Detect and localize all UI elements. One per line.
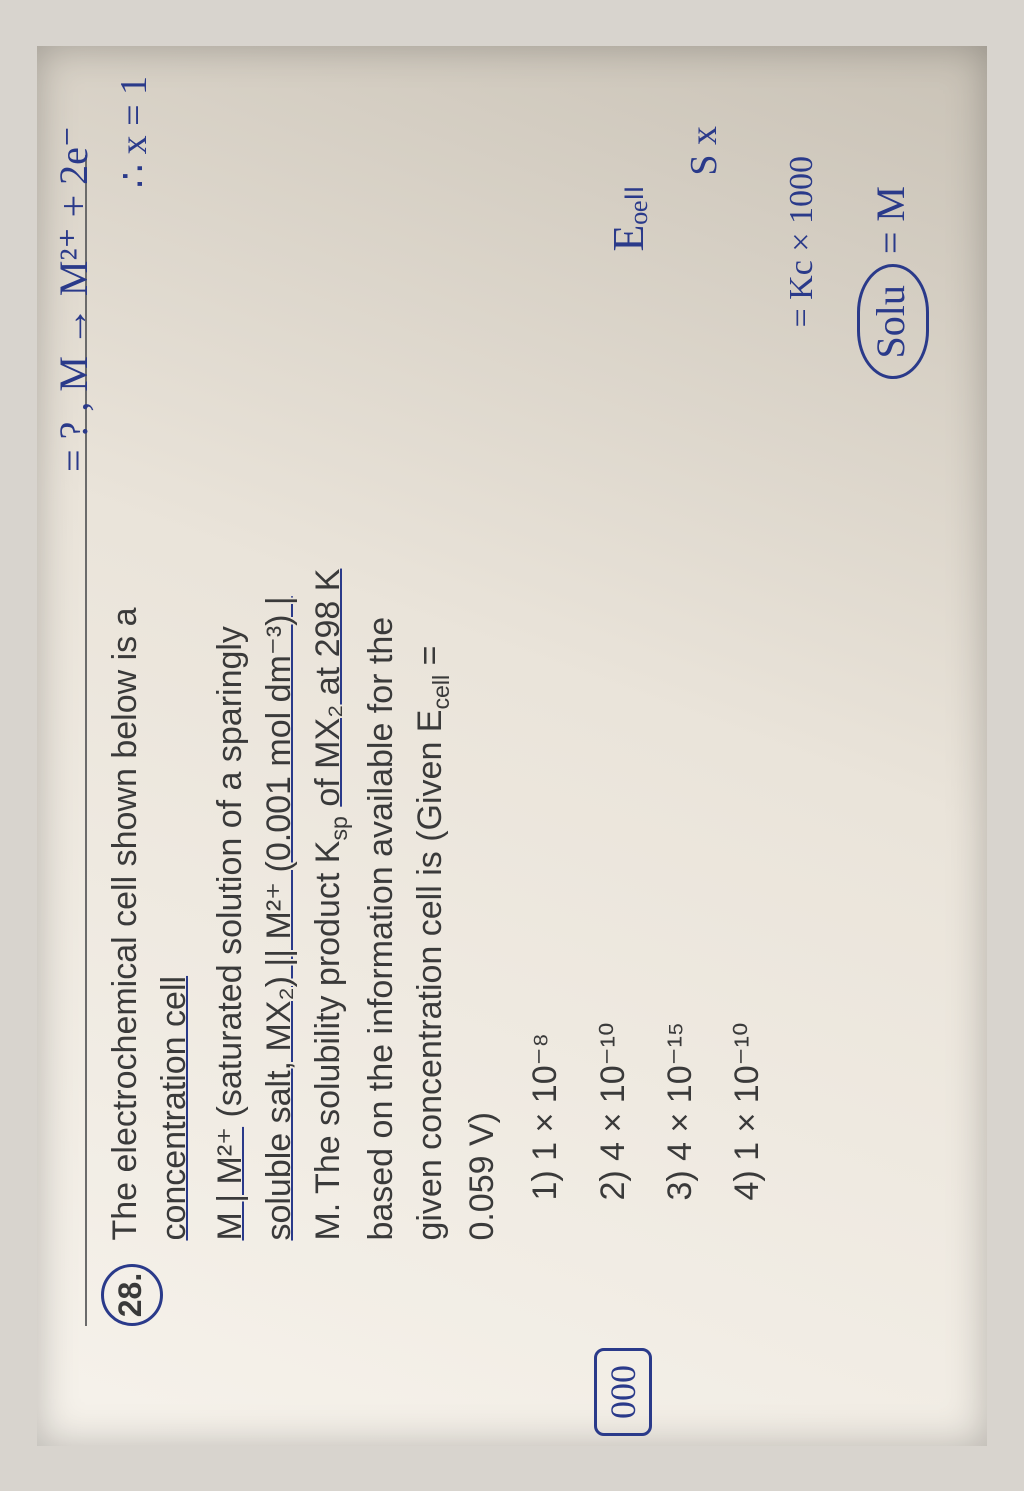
handwriting-top-equation: = ? , M → M²⁺ + 2e⁻ <box>45 126 103 472</box>
question-body: The electrochemical cell shown below is … <box>101 110 791 1240</box>
info-line: based on the information available for t… <box>357 110 406 1240</box>
handwriting-ecell: Eₒₑₗₗ <box>597 186 661 251</box>
question-number: 28. <box>101 1264 163 1326</box>
cell-d2: of MX₂ at 298 K <box>309 568 347 806</box>
handwriting-sx: S x <box>677 126 732 176</box>
handwriting-right-x: ∴ x = 1 <box>107 76 162 188</box>
cell-notation-line-1: M | M²⁺ (saturated solution of a sparing… <box>206 110 255 1240</box>
scanned-page: = ? , M → M²⁺ + 2e⁻ 28. The electrochemi… <box>37 46 987 1446</box>
q-line-1b-underlined: concentration cell <box>155 975 193 1240</box>
cell-c: soluble salt, MX₂) || M²⁺ (0.001 mol dm⁻… <box>260 596 298 1240</box>
option-3[interactable]: 3) 4 × 10⁻¹⁵ <box>656 110 705 1200</box>
q-line-1a: The electrochemical cell shown below is … <box>106 607 144 1240</box>
ecell-value: 0.059 V) <box>458 110 507 1240</box>
option-1[interactable]: 1) 1 × 10⁻⁸ <box>521 110 570 1200</box>
cell-d: M. The solubility product K <box>309 840 347 1240</box>
cell-notation-line-2: soluble salt, MX₂) || M²⁺ (0.001 mol dm⁻… <box>255 110 304 1240</box>
handwriting-solu: Solu = M <box>857 186 929 379</box>
line-f-sub: cell <box>428 674 454 709</box>
handwriting-kc: = Kc × 1000 <box>777 156 826 328</box>
given-line: given concentration cell is (Given Ecell… <box>406 110 458 1240</box>
ksp-line: M. The solubility product Ksp of MX₂ at … <box>304 110 356 1240</box>
line-f-a: given concentration cell is (Given E <box>411 709 449 1240</box>
cell-a: M | M²⁺ <box>211 1126 249 1240</box>
options-block: 1) 1 × 10⁻⁸ 2) 4 × 10⁻¹⁰ 3) 4 × 10⁻¹⁵ 4)… <box>521 110 772 1200</box>
cell-d-sub: sp <box>326 816 352 840</box>
solu-oval: Solu <box>857 264 929 379</box>
left-box: 000 <box>594 1348 652 1436</box>
option-2[interactable]: 2) 4 × 10⁻¹⁰ <box>589 110 638 1200</box>
handwriting-left-box: 000 <box>597 1348 649 1436</box>
line-f-b: = <box>411 645 449 665</box>
option-4[interactable]: 4) 1 × 10⁻¹⁰ <box>723 110 772 1200</box>
cell-b: (saturated solution of a sparingly <box>211 626 249 1117</box>
solu-side: = M <box>868 186 913 254</box>
